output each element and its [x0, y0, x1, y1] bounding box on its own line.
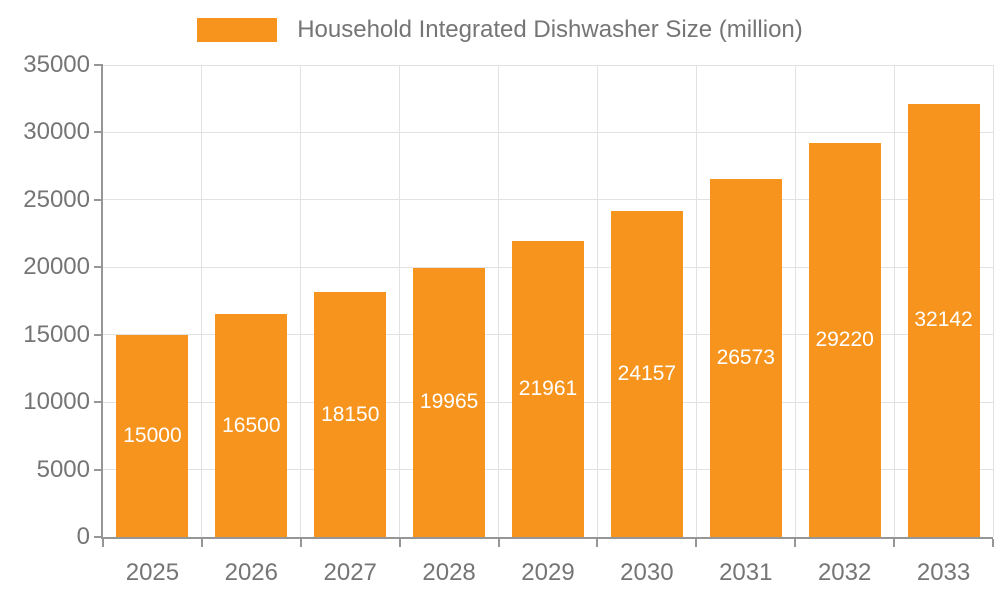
bar-value-label: 18150	[321, 402, 380, 426]
bar[interactable]: 24157	[610, 211, 683, 537]
bar[interactable]: 29220	[808, 142, 881, 537]
bar[interactable]: 16500	[215, 314, 288, 537]
x-tick-label: 2027	[323, 559, 377, 586]
v-gridline	[201, 65, 203, 537]
y-tick-label: 20000	[23, 253, 90, 281]
bar[interactable]: 32142	[907, 103, 980, 537]
v-gridline	[893, 65, 895, 537]
bar-value-label: 24157	[617, 362, 677, 386]
x-tick-label: 2026	[224, 559, 278, 586]
x-tick-label: 2031	[719, 559, 773, 586]
x-tick-label: 2029	[521, 559, 575, 586]
v-gridline	[399, 65, 401, 537]
y-tick	[94, 266, 103, 269]
x-tick-label: 2025	[125, 559, 180, 586]
x-tick	[794, 539, 797, 547]
x-tick-label: 2030	[620, 559, 674, 586]
h-gridline	[103, 64, 993, 66]
legend: Household Integrated Dishwasher Size (mi…	[0, 16, 1000, 44]
h-gridline	[103, 131, 993, 133]
bar-value-label: 32142	[914, 308, 973, 332]
y-tick	[94, 468, 103, 471]
bar[interactable]: 21961	[512, 240, 584, 537]
x-tick	[200, 539, 203, 547]
v-gridline	[794, 65, 796, 537]
bar-value-label: 26573	[716, 345, 775, 369]
x-tick-label: 2033	[916, 559, 971, 586]
h-gridline	[103, 199, 993, 201]
v-gridline	[300, 65, 302, 537]
x-axis-line	[101, 537, 993, 539]
x-tick-label: 2032	[817, 559, 872, 586]
y-tick	[94, 333, 103, 336]
v-gridline	[992, 65, 994, 537]
bar[interactable]: 19965	[413, 267, 486, 537]
y-tick	[94, 198, 103, 201]
y-tick-label: 10000	[23, 388, 90, 416]
y-tick-label: 5000	[36, 455, 90, 483]
y-tick-label: 35000	[23, 51, 90, 78]
x-tick	[102, 539, 104, 547]
y-tick-label: 0	[76, 523, 90, 550]
bar-value-label: 15000	[123, 423, 182, 447]
bar-value-label: 21961	[518, 376, 578, 400]
x-tick	[992, 539, 994, 547]
bar-value-label: 16500	[222, 413, 281, 437]
y-tick	[94, 131, 103, 134]
bar-value-label: 19965	[419, 390, 479, 414]
v-gridline	[596, 65, 598, 537]
legend-label[interactable]: Household Integrated Dishwasher Size (mi…	[297, 16, 803, 43]
y-tick-label: 25000	[23, 185, 90, 213]
y-tick	[94, 401, 103, 404]
legend-swatch[interactable]	[197, 18, 278, 42]
x-tick-label: 2028	[422, 559, 476, 586]
y-tick	[94, 536, 103, 538]
bar[interactable]: 26573	[709, 178, 782, 537]
bar[interactable]: 15000	[116, 334, 189, 537]
y-axis-line	[101, 65, 103, 539]
v-gridline	[695, 65, 697, 537]
x-tick	[299, 539, 302, 547]
x-tick	[398, 539, 401, 547]
x-tick	[893, 539, 896, 547]
bar-value-label: 29220	[815, 327, 874, 351]
x-tick	[596, 539, 599, 547]
x-tick	[497, 539, 500, 547]
y-tick-label: 30000	[23, 118, 90, 146]
bar[interactable]: 18150	[314, 292, 387, 537]
y-tick-label: 15000	[23, 320, 90, 348]
x-tick	[695, 539, 698, 547]
y-tick	[94, 64, 103, 66]
v-gridline	[498, 65, 500, 537]
